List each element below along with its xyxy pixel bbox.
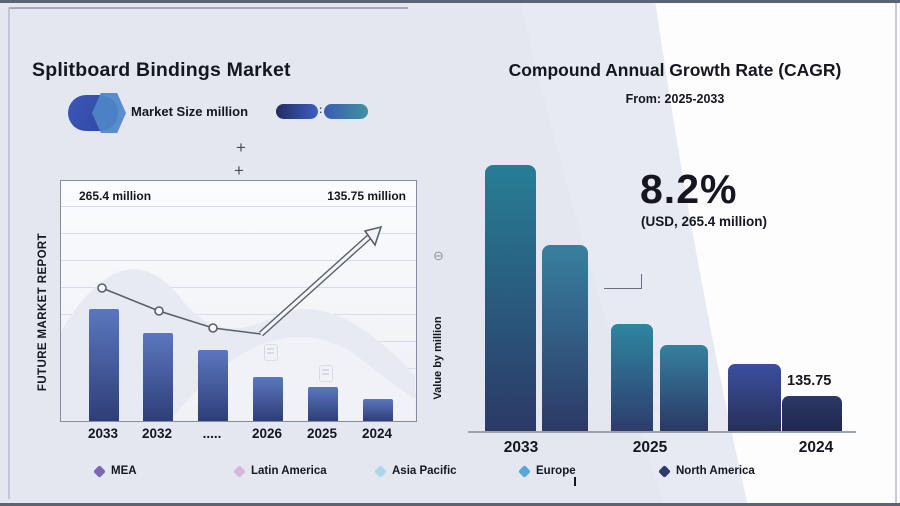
cagr-bar-2024-a [728, 364, 781, 431]
market-size-bar-2025 [308, 387, 338, 421]
x-label-2032: 2032 [141, 426, 173, 441]
brand-logo-icon [68, 93, 126, 133]
cagr-bar-2033-b [542, 245, 588, 431]
legend-label: Europe [536, 465, 576, 477]
watermark-label: FUTURE MARKET REPORT [37, 232, 49, 392]
x-label-.....: ..... [202, 426, 222, 441]
legend-label: Asia Pacific [392, 465, 457, 477]
cagr-note: (USD, 265.4 million) [641, 214, 768, 229]
cagr-value: 8.2% [640, 166, 738, 212]
legend-label: North America [676, 465, 755, 477]
x-label-2025: 2025 [632, 439, 668, 456]
gridline [61, 233, 416, 234]
bottom-border-line [0, 503, 900, 506]
y-axis-label: Value by million [432, 316, 444, 400]
market-size-bar-..... [198, 350, 228, 421]
x-label-2025: 2025 [306, 426, 338, 441]
cagr-bar-2025-a [611, 324, 653, 431]
cagr-title: Compound Annual Growth Rate (CAGR) [508, 60, 842, 80]
ratio-separator: : [319, 105, 323, 116]
gradient-pill-dark-icon [276, 104, 318, 119]
gridline [61, 206, 416, 207]
end-value-annotation: 135.75 million [327, 189, 406, 203]
gridline [61, 287, 416, 288]
corner-bracket-decoration [604, 288, 642, 290]
x-label-2024: 2024 [361, 426, 393, 441]
gridline [61, 260, 416, 261]
plus-decoration-icon: + [234, 161, 244, 180]
value-callout-2024: 135.75 [787, 373, 832, 389]
legend-diamond-icon [93, 464, 106, 478]
market-size-bar-2026 [253, 377, 283, 421]
cagr-axis-line [468, 431, 856, 433]
market-size-bar-2032 [143, 333, 173, 421]
market-size-label: Market Size million [131, 104, 249, 119]
legend-label: Latin America [251, 465, 327, 477]
corner-bracket-decoration [641, 274, 643, 289]
market-size-bar-2033 [89, 309, 119, 421]
inner-frame-top-line [8, 7, 408, 9]
legend-item-mea: MEA [93, 464, 137, 478]
market-size-bar-2024 [363, 399, 393, 421]
right-border-line [895, 3, 897, 503]
cagr-bar-2033-a [485, 165, 536, 431]
x-label-2033: 2033 [503, 439, 539, 456]
legend-item-europe: Europe [518, 464, 576, 478]
x-label-2026: 2026 [251, 426, 283, 441]
cagr-subtitle: From: 2025-2033 [625, 92, 725, 106]
inner-frame-left-line [8, 7, 10, 499]
legend-label: MEA [111, 465, 137, 477]
page-title: Splitboard Bindings Market [32, 59, 291, 81]
gridline [61, 314, 416, 315]
x-label-2033: 2033 [87, 426, 119, 441]
legend-item-latin-america: Latin America [233, 464, 327, 478]
circled-minus-icon: ⊖ [433, 248, 444, 263]
legend-diamond-icon [658, 464, 671, 478]
market-size-chart-panel: 265.4 million 135.75 million [60, 180, 417, 422]
gradient-pill-teal-icon [324, 104, 368, 119]
ghost-document-icon [319, 365, 333, 382]
legend-diamond-icon [518, 464, 531, 478]
x-label-2024: 2024 [798, 439, 834, 456]
legend-item-north-america: North America [658, 464, 755, 478]
top-border-line [0, 0, 900, 3]
cagr-bar-2025-b [660, 345, 708, 431]
cagr-bar-2024-b [782, 396, 842, 431]
legend-diamond-icon [374, 464, 387, 478]
plus-decoration-icon: + [236, 138, 246, 157]
ghost-document-icon [264, 344, 278, 361]
start-value-annotation: 265.4 million [79, 189, 152, 203]
tick-decoration [574, 477, 576, 486]
legend-diamond-icon [233, 464, 246, 478]
trend-line-and-arrow [97, 225, 383, 337]
legend-item-asia-pacific: Asia Pacific [374, 464, 457, 478]
